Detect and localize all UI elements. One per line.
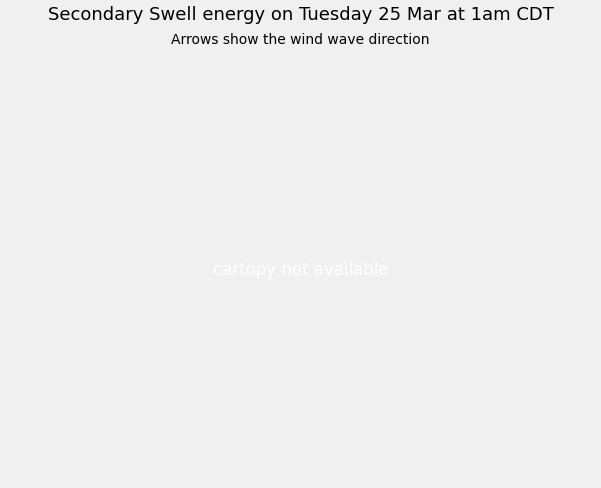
Text: cartopy not available: cartopy not available bbox=[213, 261, 388, 279]
Text: Secondary Swell energy on Tuesday 25 Mar at 1am CDT: Secondary Swell energy on Tuesday 25 Mar… bbox=[47, 6, 554, 24]
Text: Arrows show the wind wave direction: Arrows show the wind wave direction bbox=[171, 33, 430, 47]
